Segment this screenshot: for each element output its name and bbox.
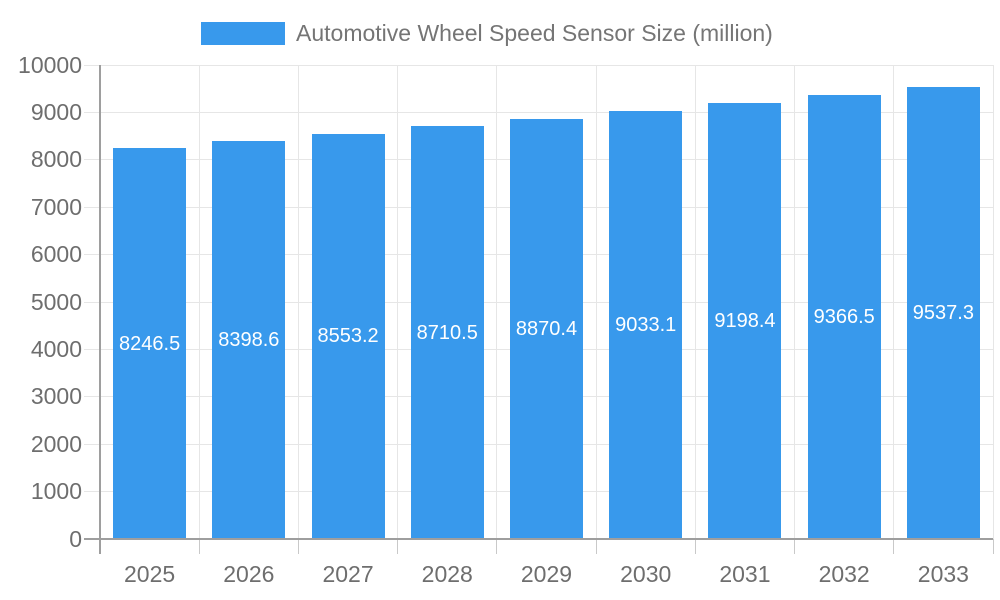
x-axis-tick: [893, 539, 895, 554]
x-axis-tick: [794, 539, 796, 554]
bar-value-label: 8398.6: [218, 328, 280, 351]
bar-value-label: 9198.4: [714, 309, 776, 332]
v-gridline: [496, 65, 498, 539]
x-tick-label: 2033: [917, 561, 969, 587]
bar[interactable]: [807, 95, 881, 539]
v-gridline: [992, 65, 994, 539]
bar[interactable]: [609, 110, 683, 539]
x-tick-label: 2029: [520, 561, 573, 587]
x-axis-tick: [992, 539, 994, 554]
y-tick-label: 10000: [18, 51, 82, 78]
x-axis-tick: [694, 539, 696, 554]
bar-value-label: 9033.1: [615, 313, 677, 336]
v-gridline: [794, 65, 796, 539]
bar[interactable]: [113, 148, 187, 539]
x-axis-tick: [297, 539, 299, 554]
bar[interactable]: [311, 133, 385, 539]
x-tick-label: 2031: [719, 561, 771, 587]
y-tick-label: 3000: [30, 383, 82, 410]
bar-value-label: 8246.5: [119, 332, 181, 355]
x-axis-tick: [595, 539, 597, 554]
x-tick-label: 2030: [620, 561, 672, 587]
bar-value-label: 8870.4: [515, 317, 578, 340]
legend-label: Automotive Wheel Speed Sensor Size (mill…: [296, 20, 773, 46]
bar[interactable]: [410, 126, 484, 539]
v-gridline: [595, 65, 597, 539]
bar[interactable]: [510, 118, 583, 539]
bar[interactable]: [708, 102, 782, 539]
x-tick-label: 2026: [223, 561, 275, 587]
x-axis-baseline: [84, 538, 993, 540]
bar[interactable]: [906, 86, 980, 539]
x-axis-tick: [496, 539, 498, 554]
y-tick-label: 8000: [30, 146, 82, 173]
y-tick-label: 4000: [30, 335, 82, 362]
v-gridline: [397, 65, 399, 539]
bar-value-label: 8710.5: [416, 321, 478, 344]
v-gridline: [198, 65, 200, 539]
bar-value-label: 9366.5: [813, 306, 875, 328]
y-tick-label: 5000: [30, 288, 82, 315]
h-gridline: [84, 111, 993, 113]
x-tick-label: 2027: [322, 561, 374, 587]
y-tick-label: 2000: [30, 430, 82, 457]
bar-value-label: 9537.3: [912, 301, 974, 324]
bar-value-label: 8553.2: [317, 325, 379, 348]
legend-swatch-icon: [201, 21, 285, 45]
y-tick-label: 7000: [30, 193, 82, 220]
y-axis-line: [99, 65, 101, 554]
x-tick-label: 2025: [124, 561, 176, 587]
v-gridline: [297, 65, 299, 539]
x-axis-tick: [198, 539, 200, 554]
y-tick-label: 1000: [30, 478, 82, 505]
y-tick-label: 6000: [30, 241, 82, 268]
y-tick-label: 0: [69, 525, 82, 552]
x-tick-label: 2028: [421, 561, 473, 587]
v-gridline: [694, 65, 696, 539]
h-gridline: [84, 64, 993, 66]
legend-item[interactable]: Automotive Wheel Speed Sensor Size (mill…: [201, 18, 773, 48]
x-tick-label: 2032: [818, 561, 870, 587]
v-gridline: [893, 65, 895, 539]
bar[interactable]: [212, 140, 286, 539]
y-tick-label: 9000: [30, 98, 82, 125]
x-axis-tick: [397, 539, 399, 554]
